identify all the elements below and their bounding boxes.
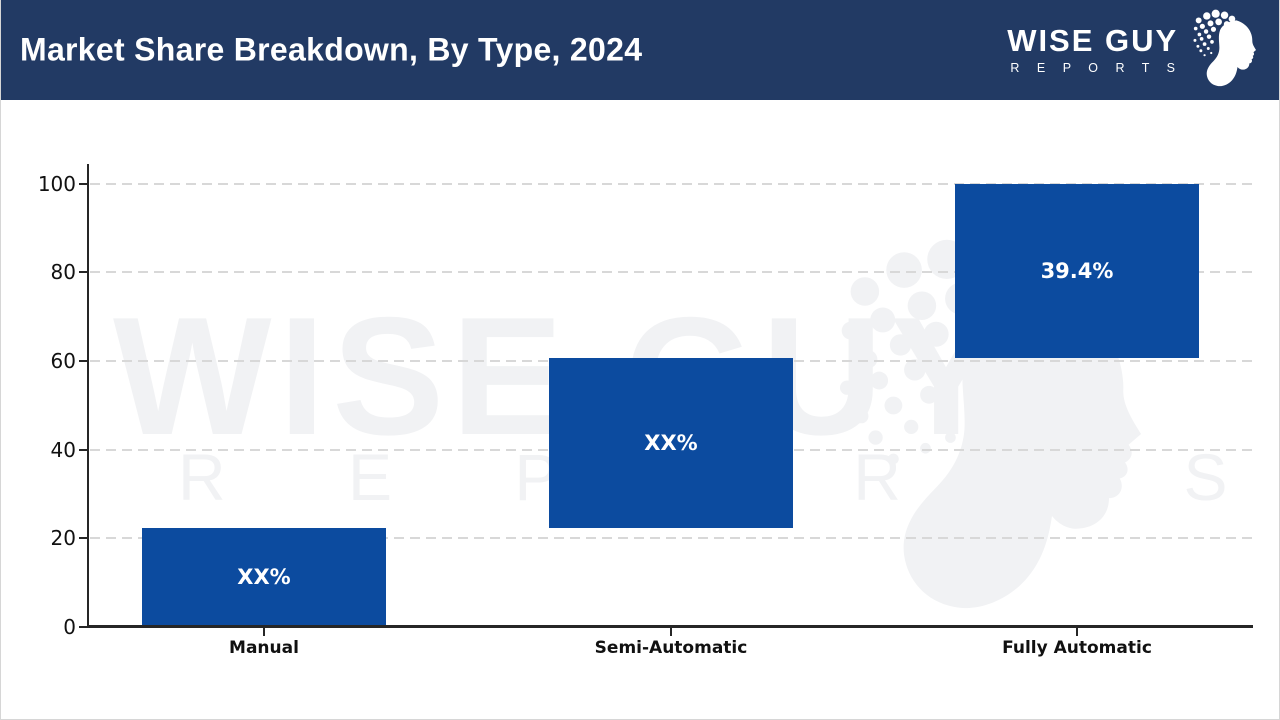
category-label-semi-automatic: Semi-Automatic xyxy=(594,638,748,658)
category-label-fully-automatic: Fully Automatic xyxy=(1002,638,1152,658)
bar-semi-automatic: XX% xyxy=(549,358,793,528)
bar-value-label-manual: XX% xyxy=(237,565,291,590)
bar-value-label-fully-automatic: 39.4% xyxy=(1040,258,1114,283)
page-title: Market Share Breakdown, By Type, 2024 xyxy=(20,31,643,68)
category-label-manual: Manual xyxy=(229,638,299,658)
x-axis-line xyxy=(87,625,1253,628)
gridline-80 xyxy=(90,271,1253,274)
gridline-20 xyxy=(90,537,1253,540)
y-tick-mark-40 xyxy=(79,448,88,451)
x-tick-mark-semi-automatic xyxy=(670,628,672,636)
logo-head-icon xyxy=(1193,9,1257,87)
logo-wordmark: WISE GUY xyxy=(1007,23,1179,58)
y-tick-label: 80 xyxy=(50,260,76,285)
bar-manual: XX% xyxy=(142,527,386,627)
y-tick-mark-100 xyxy=(79,182,88,185)
y-tick-mark-60 xyxy=(79,359,88,362)
y-axis-line xyxy=(87,164,89,628)
y-tick-mark-0 xyxy=(79,626,88,628)
y-tick-label: 0 xyxy=(63,615,76,639)
header-bar: Market Share Breakdown, By Type, 2024 WI… xyxy=(0,0,1280,100)
y-tick-label: 20 xyxy=(50,526,76,551)
bar-fully-automatic: 39.4% xyxy=(955,183,1199,359)
x-tick-mark-manual xyxy=(263,628,265,636)
bar-value-label-semi-automatic: XX% xyxy=(644,430,698,455)
y-tick-label: 100 xyxy=(37,171,76,196)
wiseguy-logo-text: WISE GUY R E P O R T S xyxy=(1003,25,1182,75)
y-tick-mark-20 xyxy=(79,537,88,540)
x-tick-mark-fully-automatic xyxy=(1076,628,1078,636)
gridline-100 xyxy=(90,182,1253,185)
logo-subtitle: R E P O R T S xyxy=(1010,61,1182,75)
wiseguy-logo: WISE GUY R E P O R T S xyxy=(1003,0,1266,100)
y-tick-label: 40 xyxy=(50,437,76,462)
y-tick-label: 60 xyxy=(50,348,76,373)
y-tick-mark-80 xyxy=(79,271,88,274)
